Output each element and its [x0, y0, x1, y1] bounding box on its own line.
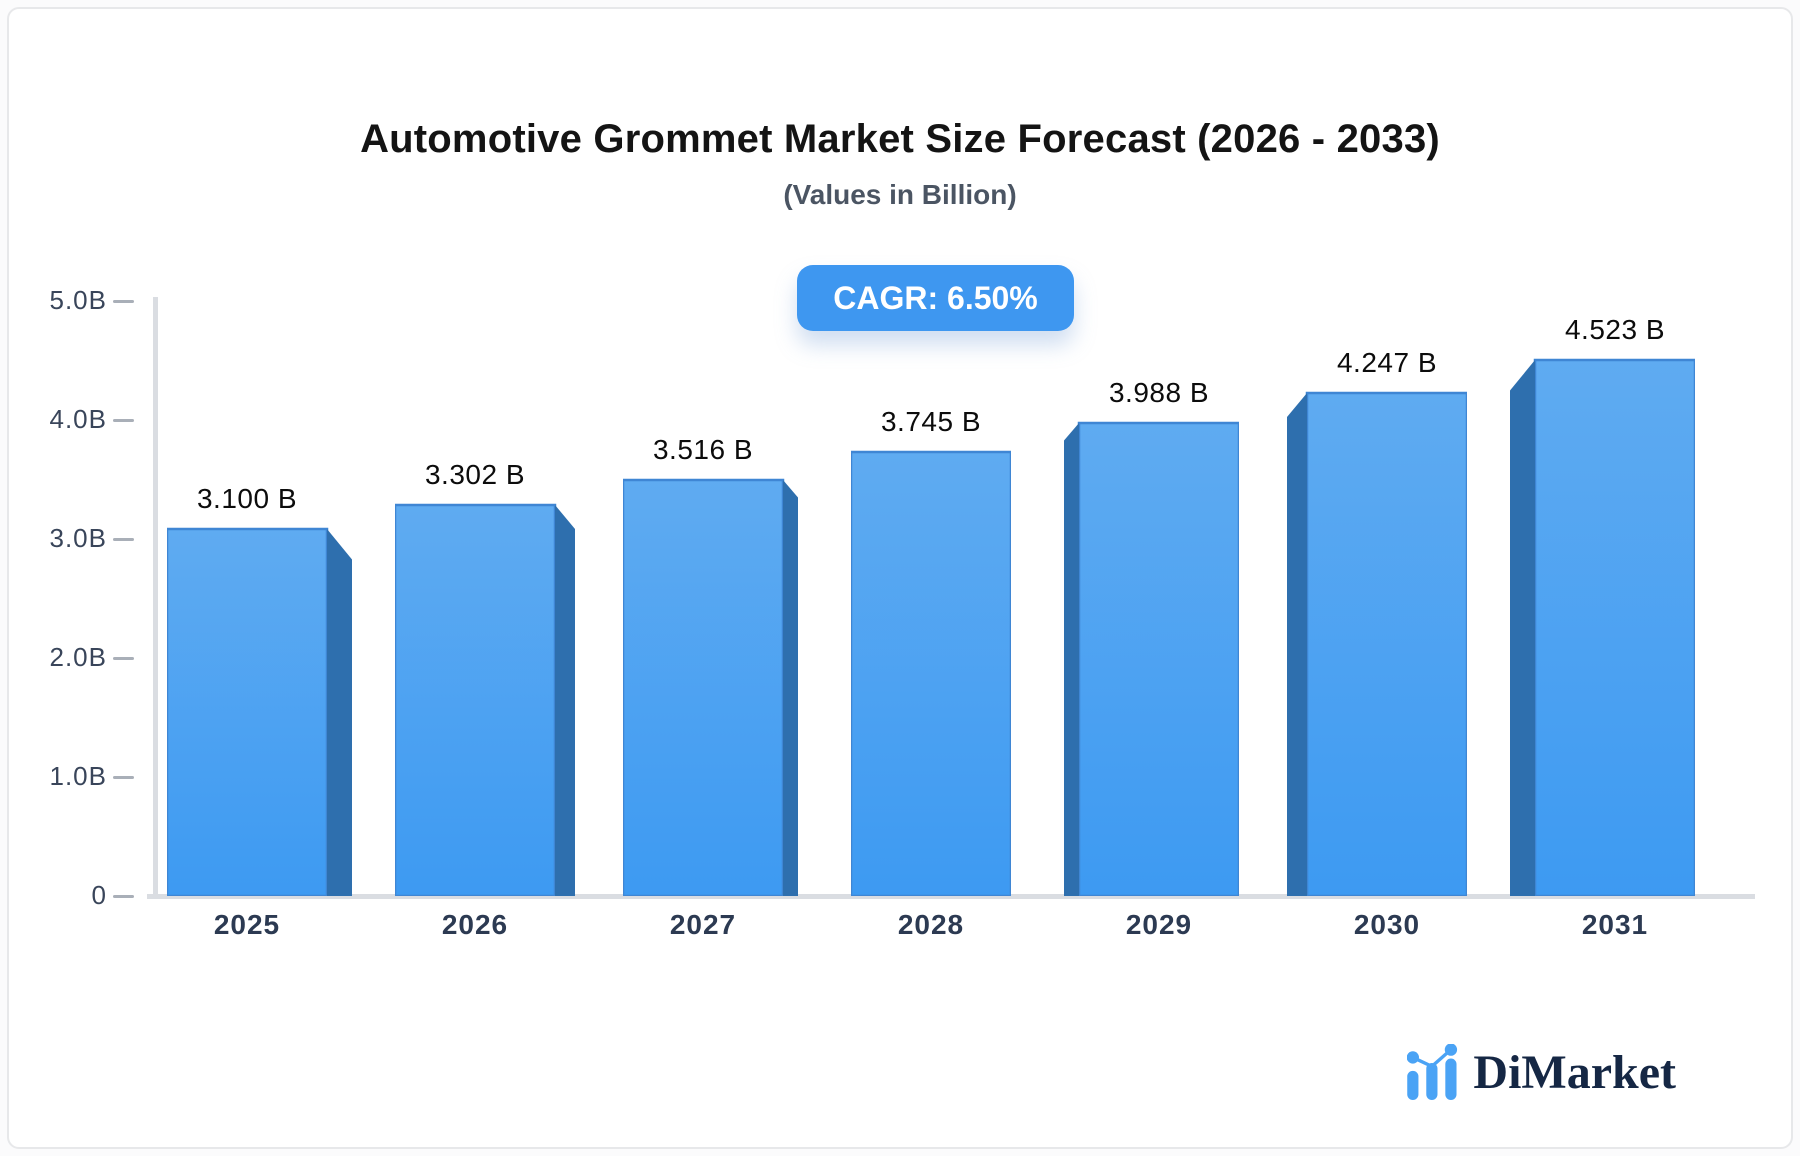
y-tick-mark — [113, 895, 134, 898]
x-tick-label-2026: 2026 — [441, 909, 509, 940]
x-tick-label-2025: 2025 — [213, 909, 281, 940]
brand-watermark: DiMarket — [1407, 1044, 1676, 1100]
bar-value-label: 3.745 B — [880, 406, 982, 437]
y-tick-label: 5.0B — [49, 285, 107, 315]
y-tick-label: 1.0B — [49, 761, 107, 791]
y-tick-mark — [113, 419, 134, 422]
dimarket-logo-icon — [1407, 1044, 1458, 1100]
y-tick-mark — [113, 657, 134, 660]
y-tick-label: 0 — [91, 880, 107, 910]
y-tick-mark — [113, 776, 134, 779]
y-axis-line — [153, 297, 158, 898]
bar-2025[interactable] — [165, 527, 352, 898]
chart-card: Automotive Grommet Market Size Forecast … — [7, 7, 1793, 1149]
bar-value-label: 3.988 B — [1108, 377, 1210, 408]
chart-subtitle: (Values in Billion) — [783, 179, 1017, 210]
bar-side-face — [555, 505, 575, 896]
bar-value-label: 4.523 B — [1564, 314, 1666, 345]
bar-side-face — [783, 480, 798, 896]
bar-2030[interactable] — [1287, 391, 1469, 898]
y-tick-mark — [113, 538, 134, 541]
bar-side-face — [1287, 393, 1307, 896]
bar-value-label: 3.302 B — [424, 459, 526, 490]
y-tick-mark — [113, 300, 134, 303]
bar-side-face — [1064, 423, 1079, 896]
y-tick-label: 4.0B — [49, 404, 107, 434]
dimarket-logo-text: DiMarket — [1473, 1045, 1676, 1099]
y-tick-label: 2.0B — [49, 642, 107, 672]
bar-side-face — [1510, 360, 1535, 896]
x-tick-label-2031: 2031 — [1581, 909, 1649, 940]
bar-value-label: 3.516 B — [652, 434, 754, 465]
bar-value-label: 3.100 B — [196, 483, 298, 514]
x-tick-label-2028: 2028 — [897, 909, 965, 940]
bar-side-face — [327, 529, 352, 896]
x-tick-label-2029: 2029 — [1125, 909, 1193, 940]
bar-value-label: 4.247 B — [1336, 347, 1438, 378]
bar-2029[interactable] — [1064, 421, 1241, 898]
bar-2028[interactable] — [849, 450, 1013, 898]
x-tick-label-2030: 2030 — [1353, 909, 1421, 940]
x-tick-label-2027: 2027 — [669, 909, 737, 940]
x-axis-line — [147, 894, 1755, 899]
bar-2031[interactable] — [1510, 358, 1697, 898]
cagr-badge: CAGR: 6.50% — [797, 265, 1074, 331]
chart-title: Automotive Grommet Market Size Forecast … — [360, 117, 1440, 161]
bar-2026[interactable] — [393, 503, 575, 898]
y-tick-label: 3.0B — [49, 523, 107, 553]
bar-2027[interactable] — [621, 478, 798, 898]
